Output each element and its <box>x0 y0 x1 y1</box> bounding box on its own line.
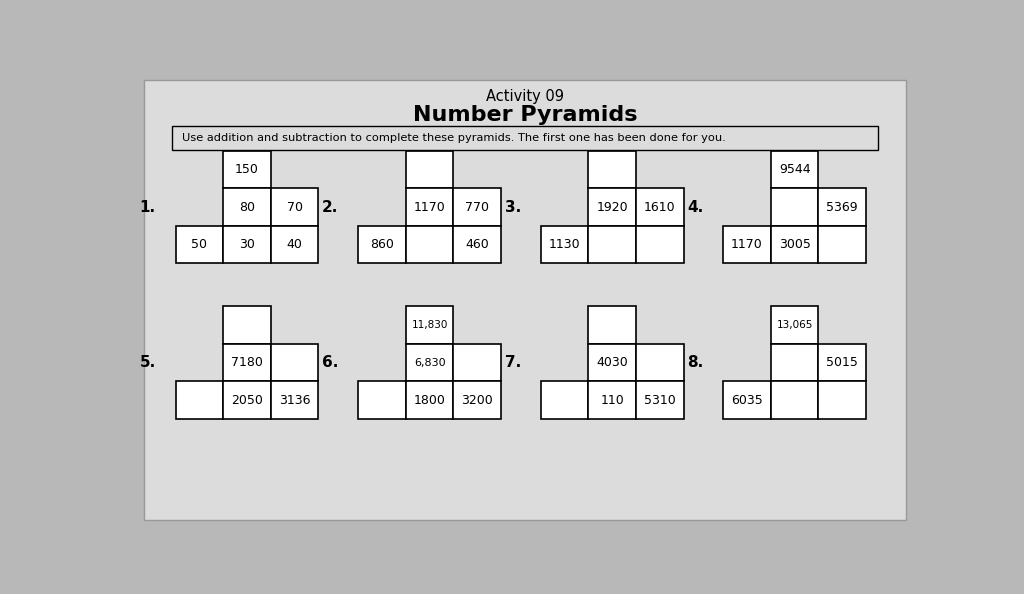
Bar <box>223 381 270 419</box>
Text: 5310: 5310 <box>644 394 676 407</box>
Bar <box>358 381 406 419</box>
Bar <box>223 188 270 226</box>
Text: 110: 110 <box>600 394 624 407</box>
Text: 460: 460 <box>465 238 489 251</box>
Text: 8.: 8. <box>687 355 703 370</box>
Bar <box>588 307 636 344</box>
Text: Activity 09: Activity 09 <box>485 89 564 104</box>
Bar <box>771 226 818 263</box>
Bar <box>358 226 406 263</box>
Bar <box>818 226 866 263</box>
Text: 7.: 7. <box>505 355 521 370</box>
Text: 70: 70 <box>287 201 303 214</box>
Text: 5015: 5015 <box>826 356 858 369</box>
Text: 50: 50 <box>191 238 208 251</box>
Bar <box>406 188 454 226</box>
Text: 3005: 3005 <box>778 238 811 251</box>
Bar <box>588 344 636 381</box>
Bar <box>176 226 223 263</box>
Bar <box>270 188 318 226</box>
Bar <box>771 188 818 226</box>
Bar <box>270 344 318 381</box>
Text: 770: 770 <box>465 201 489 214</box>
Text: 3200: 3200 <box>461 394 494 407</box>
Bar <box>723 226 771 263</box>
Text: 6035: 6035 <box>731 394 763 407</box>
Bar <box>636 381 684 419</box>
Text: 11,830: 11,830 <box>412 320 447 330</box>
Bar <box>636 188 684 226</box>
Bar <box>270 381 318 419</box>
Bar <box>172 126 878 150</box>
Text: 5369: 5369 <box>826 201 858 214</box>
Bar <box>454 188 501 226</box>
Text: 150: 150 <box>236 163 259 176</box>
Bar <box>223 151 270 188</box>
Bar <box>636 226 684 263</box>
Text: 3136: 3136 <box>279 394 310 407</box>
Bar <box>588 188 636 226</box>
Bar <box>541 381 588 419</box>
Bar <box>723 381 771 419</box>
Bar <box>223 344 270 381</box>
Bar <box>771 344 818 381</box>
Bar <box>771 151 818 188</box>
Text: 860: 860 <box>370 238 394 251</box>
Text: 1.: 1. <box>139 200 156 214</box>
Text: 13,065: 13,065 <box>776 320 813 330</box>
Bar <box>223 307 270 344</box>
Bar <box>454 381 501 419</box>
Text: Number Pyramids: Number Pyramids <box>413 105 637 125</box>
Text: 1170: 1170 <box>414 201 445 214</box>
Bar <box>270 226 318 263</box>
Text: 80: 80 <box>239 201 255 214</box>
Bar <box>818 344 866 381</box>
Bar <box>588 151 636 188</box>
Text: 30: 30 <box>239 238 255 251</box>
Bar <box>541 226 588 263</box>
Text: 1920: 1920 <box>596 201 628 214</box>
Text: 1610: 1610 <box>644 201 676 214</box>
Text: 40: 40 <box>287 238 303 251</box>
Text: 1170: 1170 <box>731 238 763 251</box>
Text: 2050: 2050 <box>231 394 263 407</box>
Text: 6,830: 6,830 <box>414 358 445 368</box>
Text: 6.: 6. <box>322 355 338 370</box>
Text: 3.: 3. <box>505 200 521 214</box>
Bar <box>771 307 818 344</box>
Bar <box>636 344 684 381</box>
Bar <box>818 381 866 419</box>
Text: 5.: 5. <box>139 355 156 370</box>
Bar <box>818 188 866 226</box>
Bar <box>771 381 818 419</box>
Bar <box>406 226 454 263</box>
Bar <box>588 381 636 419</box>
Text: 1800: 1800 <box>414 394 445 407</box>
Bar <box>176 381 223 419</box>
Bar <box>588 226 636 263</box>
Text: 7180: 7180 <box>231 356 263 369</box>
Text: 2.: 2. <box>322 200 338 214</box>
Bar <box>406 307 454 344</box>
Text: 4.: 4. <box>687 200 703 214</box>
Bar <box>454 344 501 381</box>
Bar <box>406 151 454 188</box>
Text: 4030: 4030 <box>596 356 628 369</box>
Bar <box>454 226 501 263</box>
Bar <box>406 344 454 381</box>
Text: Use addition and subtraction to complete these pyramids. The first one has been : Use addition and subtraction to complete… <box>182 133 726 143</box>
Bar <box>406 381 454 419</box>
Bar <box>223 226 270 263</box>
Text: 1130: 1130 <box>549 238 581 251</box>
Text: 9544: 9544 <box>779 163 810 176</box>
